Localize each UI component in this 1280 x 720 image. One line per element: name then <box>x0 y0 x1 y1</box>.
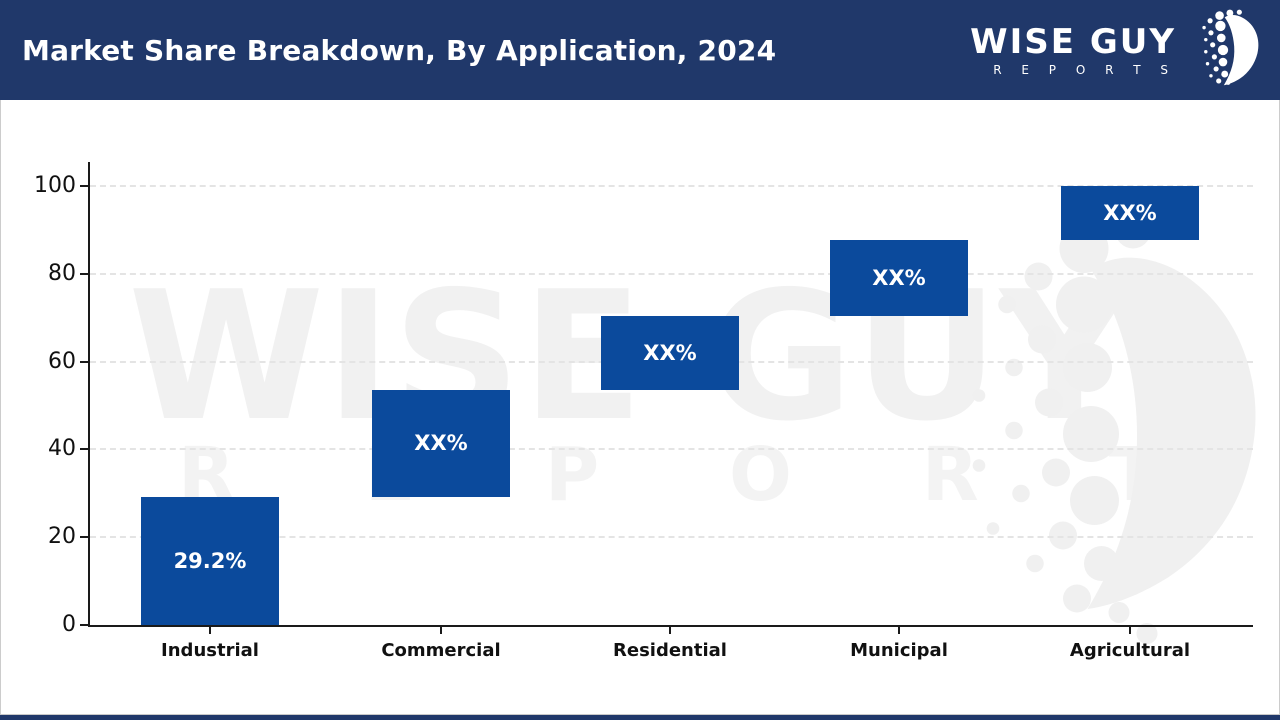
y-tick-0 <box>80 624 90 626</box>
bar-value-label-municipal: XX% <box>872 266 926 291</box>
header-bar: Market Share Breakdown, By Application, … <box>0 0 1280 100</box>
y-tick-20 <box>80 536 90 539</box>
x-tick-agricultural <box>1129 627 1131 634</box>
y-tick-40 <box>80 448 90 451</box>
y-tick-100 <box>80 185 90 187</box>
x-tick-residential <box>669 627 671 634</box>
x-tick-industrial <box>209 627 211 634</box>
x-category-label-industrial: Industrial <box>161 640 259 661</box>
y-tick-80 <box>80 272 90 275</box>
y-tick-label-100: 100 <box>34 173 76 198</box>
logo-text: WISE GUY R E P O R T S <box>970 25 1176 76</box>
logo-subtitle: R E P O R T S <box>993 62 1176 77</box>
y-axis-line <box>88 162 90 627</box>
gridline-80 <box>90 272 1253 275</box>
x-category-label-commercial: Commercial <box>381 640 501 661</box>
bar-value-label-commercial: XX% <box>414 431 468 456</box>
x-category-label-agricultural: Agricultural <box>1069 640 1191 661</box>
bar-value-label-agricultural: XX% <box>1103 201 1157 226</box>
bar-residential: XX% <box>601 316 739 391</box>
bar-value-label-industrial: 29.2% <box>173 548 247 573</box>
chart-title: Market Share Breakdown, By Application, … <box>22 33 777 67</box>
x-tick-commercial <box>440 627 442 634</box>
y-tick-60 <box>80 360 90 363</box>
x-category-label-residential: Residential <box>613 640 727 661</box>
x-tick-municipal <box>898 627 900 634</box>
y-tick-label-40: 40 <box>48 436 76 462</box>
y-tick-label-80: 80 <box>48 260 76 286</box>
x-axis-line <box>88 625 1253 627</box>
bar-value-label-residential: XX% <box>643 341 697 366</box>
logo-wordmark: WISE GUY <box>970 21 1176 62</box>
bar-commercial: XX% <box>372 390 510 497</box>
bar-agricultural: XX% <box>1061 186 1199 241</box>
wise-guy-logo: WISE GUY R E P O R T S <box>970 7 1280 93</box>
bar-industrial: 29.2% <box>141 496 279 625</box>
y-tick-label-60: 60 <box>48 348 76 374</box>
y-tick-label-20: 20 <box>48 524 76 550</box>
gridline-20 <box>90 536 1253 539</box>
dotted-head-watermark <box>972 210 1256 644</box>
footer-bar <box>0 714 1280 720</box>
gridline-40 <box>90 448 1253 451</box>
gridline-100 <box>90 185 1253 187</box>
dotted-head-icon <box>1202 9 1259 86</box>
y-tick-label-0: 0 <box>62 612 76 637</box>
x-category-label-municipal: Municipal <box>850 640 948 661</box>
bar-municipal: XX% <box>830 240 968 317</box>
